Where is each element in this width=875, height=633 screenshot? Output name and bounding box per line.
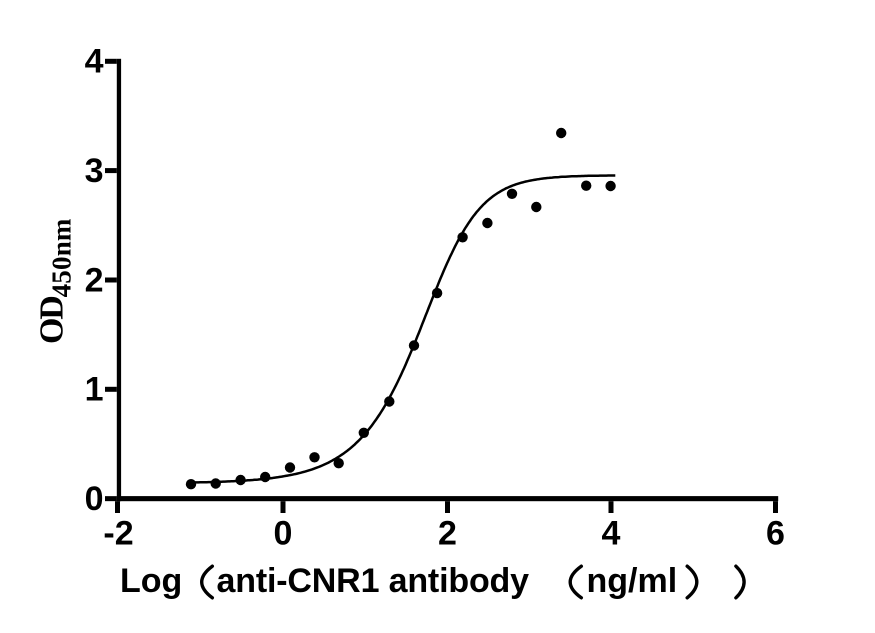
- svg-text:Log: Log: [120, 562, 182, 600]
- svg-text:1: 1: [85, 371, 104, 409]
- svg-text:4: 4: [602, 515, 621, 553]
- svg-text:2: 2: [438, 515, 457, 553]
- svg-text:6: 6: [766, 515, 785, 553]
- svg-text:0: 0: [85, 480, 104, 518]
- svg-text:0: 0: [274, 515, 293, 553]
- svg-text:anti-CNR1 antibody: anti-CNR1 antibody: [217, 562, 530, 600]
- svg-text:ng/ml: ng/ml: [587, 562, 678, 600]
- svg-text:2: 2: [85, 261, 104, 299]
- svg-text:4: 4: [85, 43, 104, 81]
- svg-text:3: 3: [85, 152, 104, 190]
- svg-text:-2: -2: [103, 515, 133, 553]
